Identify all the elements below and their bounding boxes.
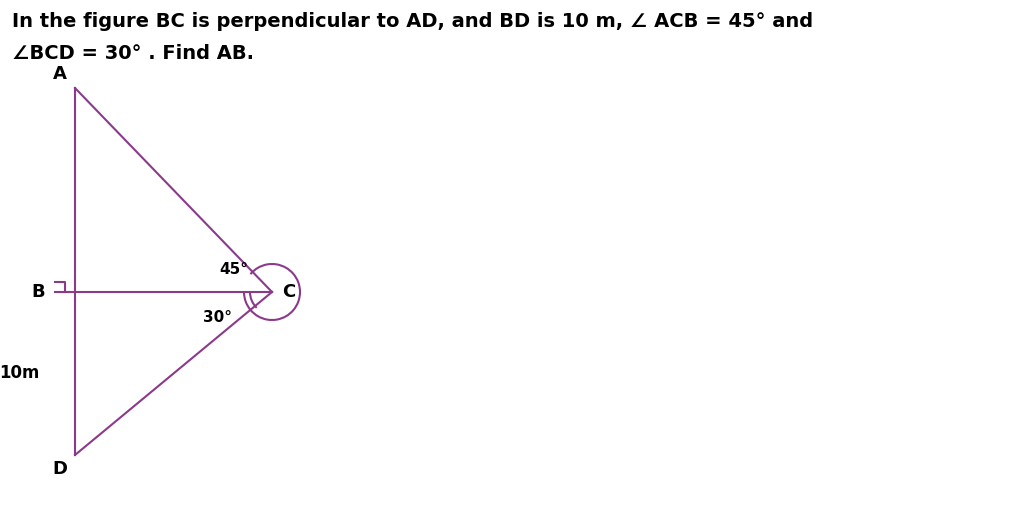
Text: D: D (52, 460, 67, 478)
Text: 45°: 45° (219, 263, 249, 277)
Text: 10m: 10m (0, 365, 40, 382)
Text: A: A (53, 65, 67, 83)
Text: ∠BCD = 30° . Find AB.: ∠BCD = 30° . Find AB. (12, 44, 254, 63)
Text: 30°: 30° (203, 309, 231, 324)
Text: C: C (282, 283, 295, 301)
Text: In the figure BC is perpendicular to AD, and BD is 10 m, ∠ ACB = 45° and: In the figure BC is perpendicular to AD,… (12, 12, 813, 31)
Text: B: B (32, 283, 45, 301)
